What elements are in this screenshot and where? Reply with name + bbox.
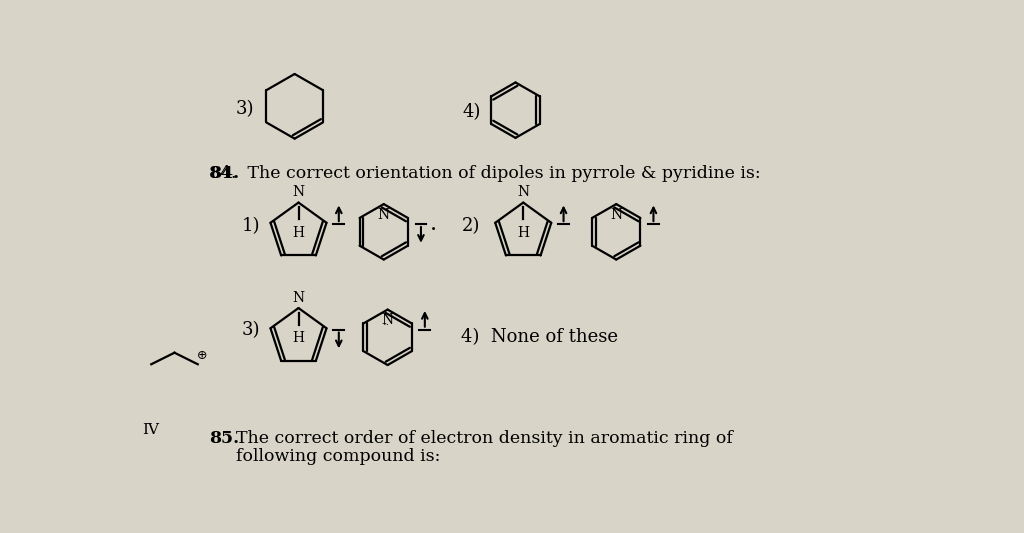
Text: 84.: 84. [209, 165, 240, 182]
Text: N: N [610, 208, 623, 222]
Text: 4)  None of these: 4) None of these [461, 328, 618, 346]
Text: H: H [293, 331, 304, 345]
Text: 3): 3) [242, 321, 260, 338]
Text: N: N [382, 313, 393, 327]
Text: .: . [430, 213, 437, 235]
Text: 1): 1) [242, 216, 260, 235]
Text: 4): 4) [462, 103, 480, 120]
Text: following compound is:: following compound is: [237, 448, 441, 465]
Text: N: N [517, 185, 529, 199]
Text: The correct order of electron density in aromatic ring of: The correct order of electron density in… [237, 431, 733, 447]
Text: $\oplus$: $\oplus$ [196, 349, 207, 361]
Text: H: H [517, 225, 529, 240]
Text: 2): 2) [462, 216, 480, 235]
Text: IV: IV [142, 423, 159, 437]
Text: ..: .. [382, 317, 390, 327]
Text: 85.: 85. [209, 431, 240, 447]
Text: H: H [293, 225, 304, 240]
Text: N: N [293, 291, 304, 305]
Text: N: N [293, 185, 304, 199]
Text: N: N [378, 208, 390, 222]
Text: 84.  The correct orientation of dipoles in pyrrole & pyridine is:: 84. The correct orientation of dipoles i… [209, 165, 761, 182]
Text: 3): 3) [236, 100, 254, 118]
